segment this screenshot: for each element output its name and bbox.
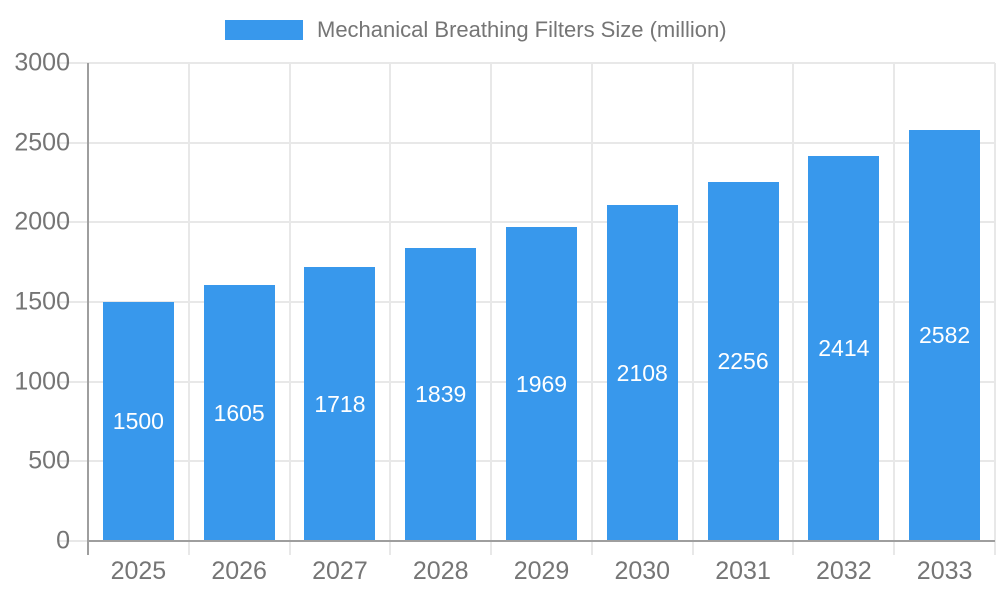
- y-axis-line: [87, 63, 89, 555]
- legend-label: Mechanical Breathing Filters Size (milli…: [317, 17, 727, 42]
- h-gridline: [58, 62, 995, 64]
- y-tick-label: 1000: [14, 367, 70, 396]
- v-gridline: [792, 63, 795, 555]
- v-gridline: [994, 63, 996, 555]
- v-gridline: [590, 63, 593, 555]
- y-tick-label: 500: [28, 446, 70, 475]
- bar-value-label: 1839: [415, 380, 467, 407]
- h-gridline: [58, 221, 995, 224]
- bar-value-label: 2414: [818, 335, 870, 362]
- v-gridline: [187, 63, 190, 555]
- bar-value-label: 2256: [717, 347, 769, 374]
- y-tick-label: 2500: [14, 128, 70, 157]
- v-gridline: [691, 63, 694, 555]
- bar-value-label: 1605: [213, 399, 265, 426]
- bar-value-label: 1500: [112, 408, 164, 434]
- x-axis-line: [88, 540, 995, 542]
- bar-value-label: 2108: [616, 359, 668, 386]
- legend-item[interactable]: Mechanical Breathing Filters Size (milli…: [225, 17, 727, 42]
- v-gridline: [893, 63, 896, 555]
- bar-2030[interactable]: 2108: [606, 205, 678, 540]
- h-gridline: [58, 141, 995, 144]
- x-tick-label: 2032: [816, 557, 872, 585]
- x-tick-label: 2033: [916, 557, 973, 585]
- y-tick-label: 2000: [14, 207, 70, 236]
- bar-2027[interactable]: 1718: [304, 267, 376, 540]
- bar-value-label: 1718: [314, 390, 366, 417]
- bar-2031[interactable]: 2256: [707, 181, 779, 540]
- legend-swatch-icon: [225, 20, 303, 40]
- bar-2032[interactable]: 2414: [808, 156, 880, 540]
- v-gridline: [389, 63, 392, 555]
- bar-2033[interactable]: 2582: [909, 129, 981, 540]
- v-gridline: [490, 63, 493, 555]
- x-tick-label: 2028: [412, 557, 469, 585]
- x-tick-label: 2025: [110, 557, 167, 585]
- bar-2025[interactable]: 1500: [102, 302, 174, 540]
- y-tick-label: 0: [56, 526, 70, 555]
- bar-2026[interactable]: 1605: [203, 285, 275, 540]
- y-tick-label: 1500: [14, 287, 70, 316]
- v-gridline: [288, 63, 291, 555]
- x-tick-label: 2030: [614, 557, 671, 585]
- y-tick-label: 3000: [14, 48, 70, 77]
- bar-2029[interactable]: 1969: [506, 227, 577, 540]
- x-tick-label: 2031: [715, 557, 771, 585]
- bar-value-label: 1969: [515, 370, 568, 397]
- x-tick-label: 2029: [513, 557, 570, 585]
- bar-2028[interactable]: 1839: [405, 247, 477, 540]
- x-tick-label: 2027: [312, 557, 368, 585]
- x-tick-label: 2026: [211, 557, 267, 585]
- bar-value-label: 2582: [919, 321, 971, 348]
